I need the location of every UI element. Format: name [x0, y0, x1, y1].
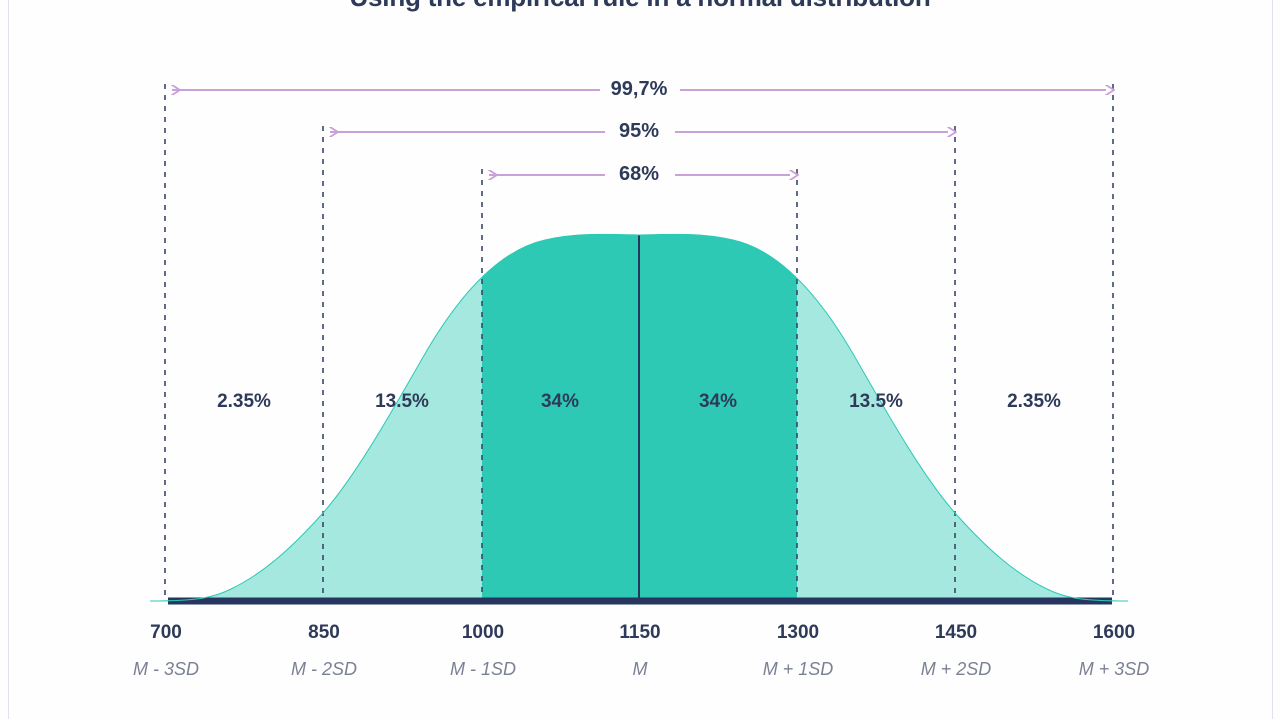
left-border-line — [8, 0, 9, 719]
axis-tick-value-2: 1000 — [461, 622, 505, 643]
page-title: Using the empirical rule in a normal dis… — [0, 0, 1280, 13]
axis-tick-value-1: 850 — [308, 622, 340, 643]
right-border-line — [1272, 0, 1273, 719]
region-label-6: 2.35% — [1007, 391, 1061, 412]
bracket-label-68: 68% — [618, 163, 660, 185]
region-label-2: 13.5% — [375, 391, 429, 412]
bracket-label-95: 95% — [618, 120, 660, 142]
region-label-3: 34% — [540, 391, 580, 412]
axis-tick-value-6: 1600 — [1092, 622, 1136, 643]
axis-tick-sublabel-1: M - 2SD — [290, 659, 358, 679]
sd-gridlines — [164, 84, 1114, 601]
bell-curve-outline — [149, 233, 1129, 602]
axis-tick-sublabel-6: M + 3SD — [1078, 659, 1150, 679]
axis-tick-value-0: 700 — [150, 622, 182, 643]
axis-tick-sublabel-3: M — [632, 659, 648, 679]
region-label-1: 2.35% — [217, 391, 271, 412]
bracket-label-997: 99,7% — [610, 78, 668, 100]
axis-tick-sublabel-4: M + 1SD — [762, 659, 834, 679]
axis-tick-value-5: 1450 — [934, 622, 978, 643]
region-label-5: 13.5% — [849, 391, 903, 412]
axis-tick-sublabel-5: M + 2SD — [920, 659, 992, 679]
axis-tick-sublabel-0: M - 3SD — [132, 659, 200, 679]
axis-tick-value-3: 1150 — [619, 622, 661, 643]
axis-tick-sublabel-2: M - 1SD — [449, 659, 517, 679]
region-label-4: 34% — [698, 391, 738, 412]
axis-tick-value-4: 1300 — [776, 622, 820, 643]
